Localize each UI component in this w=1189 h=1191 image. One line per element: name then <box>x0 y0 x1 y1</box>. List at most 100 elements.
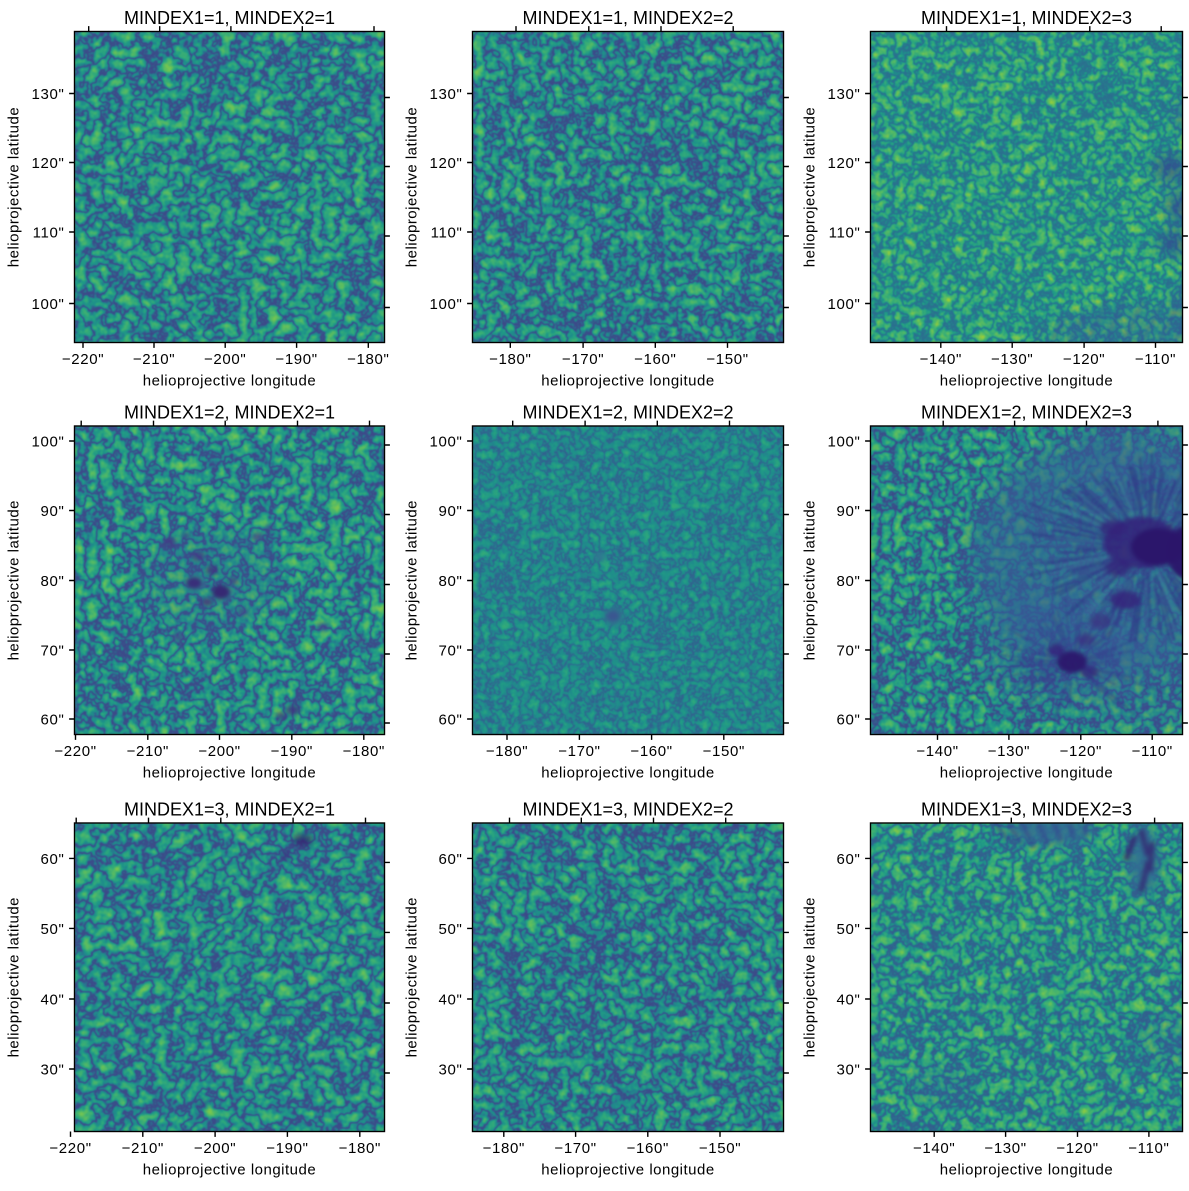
svg-text:70": 70" <box>439 642 463 659</box>
svg-text:−200": −200" <box>194 1140 236 1157</box>
svg-text:−130": −130" <box>991 351 1033 368</box>
svg-text:helioprojective latitude: helioprojective latitude <box>404 107 421 267</box>
svg-text:−200": −200" <box>204 351 246 368</box>
svg-text:−110": −110" <box>1132 743 1173 760</box>
svg-text:50": 50" <box>41 921 65 938</box>
svg-text:−210": −210" <box>122 1140 164 1157</box>
svg-text:−130": −130" <box>984 1140 1026 1157</box>
svg-text:MINDEX1=2, MINDEX2=2: MINDEX1=2, MINDEX2=2 <box>522 403 733 423</box>
svg-text:130": 130" <box>828 86 861 103</box>
svg-text:100": 100" <box>430 296 463 313</box>
svg-text:−160": −160" <box>627 1140 669 1157</box>
svg-text:helioprojective longitude: helioprojective longitude <box>143 373 316 390</box>
svg-text:helioprojective latitude: helioprojective latitude <box>6 500 23 660</box>
svg-text:−170": −170" <box>558 743 600 760</box>
svg-text:40": 40" <box>837 991 861 1008</box>
svg-text:MINDEX1=3, MINDEX2=1: MINDEX1=3, MINDEX2=1 <box>124 800 335 820</box>
svg-text:−150": −150" <box>699 1140 741 1157</box>
svg-text:110": 110" <box>829 224 861 241</box>
svg-text:helioprojective longitude: helioprojective longitude <box>541 1162 714 1179</box>
svg-text:100": 100" <box>828 296 861 313</box>
svg-text:50": 50" <box>837 921 861 938</box>
svg-text:110": 110" <box>33 224 65 241</box>
svg-text:−220": −220" <box>54 743 96 760</box>
svg-text:helioprojective latitude: helioprojective latitude <box>6 897 23 1057</box>
svg-text:−120": −120" <box>1063 351 1105 368</box>
svg-text:helioprojective latitude: helioprojective latitude <box>404 500 421 660</box>
svg-text:helioprojective latitude: helioprojective latitude <box>802 500 819 660</box>
svg-text:60": 60" <box>41 711 65 728</box>
svg-text:−180": −180" <box>483 1140 525 1157</box>
svg-text:100": 100" <box>32 433 65 450</box>
svg-text:−110": −110" <box>1128 1140 1169 1157</box>
svg-text:130": 130" <box>32 86 65 103</box>
svg-text:−190": −190" <box>266 1140 308 1157</box>
svg-text:−140": −140" <box>913 1140 955 1157</box>
svg-text:helioprojective longitude: helioprojective longitude <box>541 373 714 390</box>
svg-text:helioprojective longitude: helioprojective longitude <box>940 1162 1113 1179</box>
svg-text:70": 70" <box>837 642 861 659</box>
svg-text:80": 80" <box>41 573 65 590</box>
svg-text:100": 100" <box>430 433 463 450</box>
svg-text:−180": −180" <box>339 1140 381 1157</box>
svg-text:60": 60" <box>837 851 861 868</box>
svg-text:−120": −120" <box>1060 743 1102 760</box>
svg-text:MINDEX1=1, MINDEX2=1: MINDEX1=1, MINDEX2=1 <box>124 8 335 28</box>
svg-text:130": 130" <box>430 86 463 103</box>
svg-text:−180": −180" <box>343 743 385 760</box>
svg-text:−160": −160" <box>630 743 672 760</box>
svg-text:40": 40" <box>41 991 65 1008</box>
svg-text:helioprojective longitude: helioprojective longitude <box>143 1162 316 1179</box>
svg-text:−110": −110" <box>1135 351 1176 368</box>
svg-text:MINDEX1=2, MINDEX2=3: MINDEX1=2, MINDEX2=3 <box>921 403 1132 423</box>
svg-text:100": 100" <box>32 296 65 313</box>
svg-text:−220": −220" <box>49 1140 91 1157</box>
svg-text:70": 70" <box>41 642 65 659</box>
svg-text:helioprojective latitude: helioprojective latitude <box>6 107 23 267</box>
svg-text:110": 110" <box>431 224 463 241</box>
svg-text:−190": −190" <box>275 351 317 368</box>
svg-text:60": 60" <box>439 851 463 868</box>
svg-text:helioprojective latitude: helioprojective latitude <box>404 897 421 1057</box>
svg-text:50": 50" <box>439 921 463 938</box>
svg-text:30": 30" <box>41 1061 65 1078</box>
svg-text:−190": −190" <box>271 743 313 760</box>
svg-text:−130": −130" <box>988 743 1030 760</box>
svg-text:MINDEX1=1, MINDEX2=3: MINDEX1=1, MINDEX2=3 <box>921 8 1132 28</box>
svg-text:90": 90" <box>837 503 861 520</box>
svg-text:MINDEX1=1, MINDEX2=2: MINDEX1=1, MINDEX2=2 <box>522 8 733 28</box>
svg-text:60": 60" <box>41 851 65 868</box>
svg-text:120": 120" <box>32 155 65 172</box>
svg-text:helioprojective longitude: helioprojective longitude <box>143 765 316 782</box>
svg-text:−180": −180" <box>486 743 528 760</box>
svg-text:MINDEX1=3, MINDEX2=3: MINDEX1=3, MINDEX2=3 <box>921 800 1132 820</box>
svg-text:helioprojective longitude: helioprojective longitude <box>940 373 1113 390</box>
svg-text:80": 80" <box>439 573 463 590</box>
svg-text:MINDEX1=2, MINDEX2=1: MINDEX1=2, MINDEX2=1 <box>124 403 335 423</box>
svg-text:120": 120" <box>828 155 861 172</box>
svg-text:60": 60" <box>837 711 861 728</box>
svg-text:30": 30" <box>837 1061 861 1078</box>
svg-text:−220": −220" <box>62 351 104 368</box>
svg-text:−150": −150" <box>706 351 748 368</box>
svg-text:helioprojective latitude: helioprojective latitude <box>802 897 819 1057</box>
svg-text:60": 60" <box>439 711 463 728</box>
svg-text:−170": −170" <box>554 1140 596 1157</box>
svg-text:−160": −160" <box>634 351 676 368</box>
svg-text:−150": −150" <box>703 743 745 760</box>
svg-text:40": 40" <box>439 991 463 1008</box>
svg-text:30": 30" <box>439 1061 463 1078</box>
svg-text:100": 100" <box>828 433 861 450</box>
svg-text:−170": −170" <box>562 351 604 368</box>
svg-text:−120": −120" <box>1056 1140 1098 1157</box>
svg-text:−210": −210" <box>133 351 175 368</box>
svg-text:80": 80" <box>837 573 861 590</box>
svg-text:90": 90" <box>41 503 65 520</box>
svg-text:90": 90" <box>439 503 463 520</box>
svg-text:helioprojective latitude: helioprojective latitude <box>802 107 819 267</box>
svg-text:helioprojective longitude: helioprojective longitude <box>541 765 714 782</box>
svg-text:−210": −210" <box>127 743 169 760</box>
svg-text:−180": −180" <box>489 351 531 368</box>
svg-text:helioprojective longitude: helioprojective longitude <box>940 765 1113 782</box>
svg-text:−140": −140" <box>916 743 958 760</box>
